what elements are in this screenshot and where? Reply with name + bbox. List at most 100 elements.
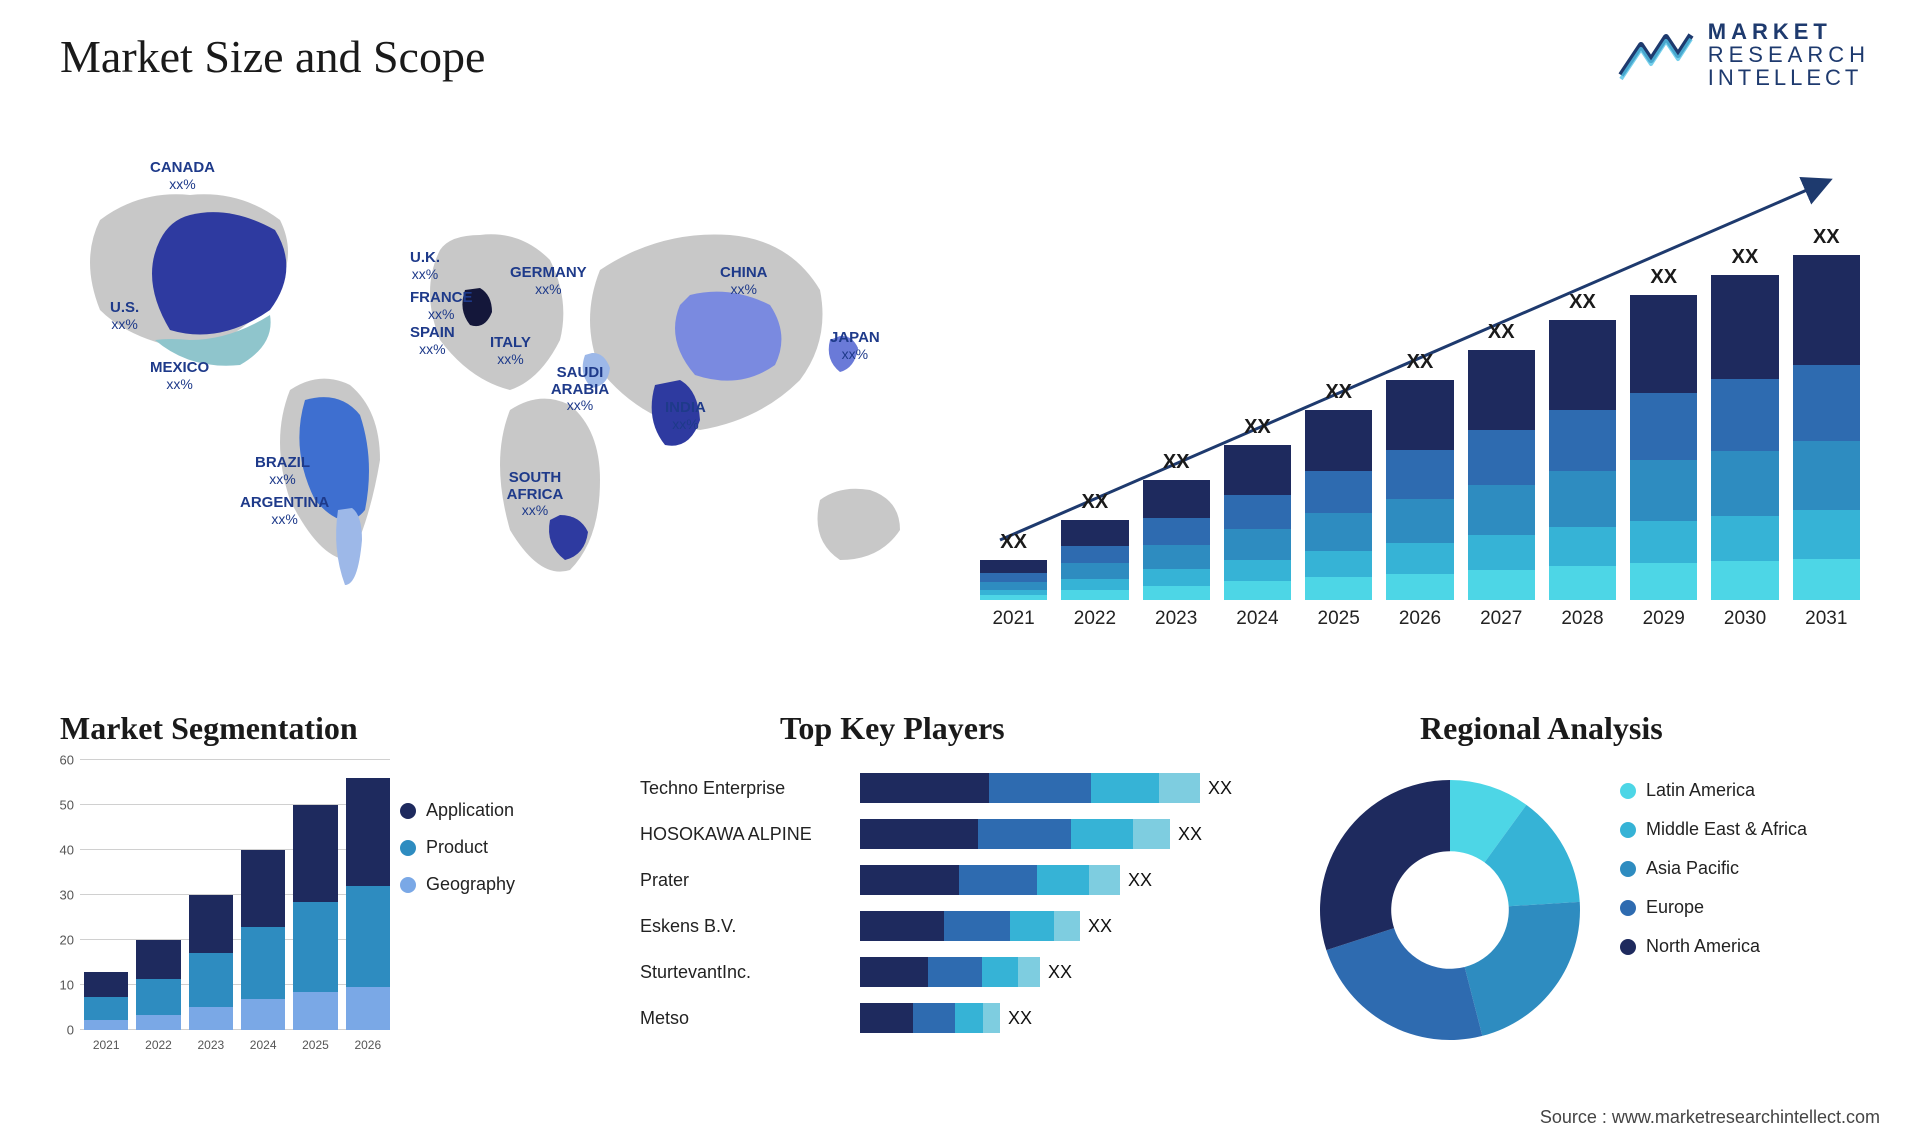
growth-year-label: 2028 [1549, 608, 1616, 630]
growth-year-label: 2029 [1630, 608, 1697, 630]
growth-chart: XX XX XX XX XX XX XX XX XX XX XX 2021 2022 2023 2024 2… [980, 160, 1860, 630]
seg-legend-item: Application [400, 800, 515, 821]
growth-bar-2022: XX [1061, 491, 1128, 600]
map-label-china: CHINAxx% [720, 265, 768, 297]
growth-bar-2026: XX [1386, 351, 1453, 600]
regional-title: Regional Analysis [1420, 710, 1663, 747]
seg-bar-2024 [241, 850, 285, 1030]
growth-value-label: XX [1082, 491, 1109, 514]
source-text: Source : www.marketresearchintellect.com [1540, 1107, 1880, 1128]
growth-bar-2027: XX [1468, 321, 1535, 600]
map-label-germany: GERMANYxx% [510, 265, 587, 297]
map-label-mexico: MEXICOxx% [150, 360, 209, 392]
donut-icon [1310, 770, 1590, 1050]
world-map: CANADAxx% U.S.xx% MEXICOxx% BRAZILxx% ARGENT… [40, 140, 940, 640]
logo: MARKET RESEARCH INTELLECT [1616, 20, 1870, 89]
seg-ytick: 30 [50, 888, 74, 903]
growth-value-label: XX [1650, 266, 1677, 289]
keyplayer-value: XX [1128, 870, 1152, 891]
seg-ytick: 0 [50, 1023, 74, 1038]
seg-bar-2025 [293, 805, 337, 1030]
seg-ytick: 40 [50, 843, 74, 858]
growth-value-label: XX [1244, 416, 1271, 439]
keyplayer-name: Prater [640, 870, 860, 891]
growth-value-label: XX [1407, 351, 1434, 374]
map-label-spain: SPAINxx% [410, 325, 455, 357]
keyplayer-name: SturtevantInc. [640, 962, 860, 983]
growth-value-label: XX [1163, 451, 1190, 474]
seg-ytick: 20 [50, 933, 74, 948]
growth-bar-2030: XX [1711, 246, 1778, 600]
seg-ytick: 10 [50, 978, 74, 993]
logo-line-3: INTELLECT [1708, 66, 1870, 89]
keyplayer-name: HOSOKAWA ALPINE [640, 824, 860, 845]
growth-bar-2029: XX [1630, 266, 1697, 600]
keyplayer-value: XX [1208, 778, 1232, 799]
segmentation-legend: Application Product Geography [400, 800, 515, 895]
growth-year-label: 2031 [1793, 608, 1860, 630]
keyplayer-name: Techno Enterprise [640, 778, 860, 799]
map-label-u-k-: U.K.xx% [410, 250, 440, 282]
growth-year-label: 2030 [1711, 608, 1778, 630]
seg-year-label: 2024 [241, 1038, 285, 1052]
logo-line-1: MARKET [1708, 20, 1870, 43]
map-label-south-africa: SOUTH AFRICAxx% [495, 470, 575, 518]
segmentation-title: Market Segmentation [60, 710, 358, 747]
keyplayer-row: HOSOKAWA ALPINE XX [640, 816, 1260, 852]
growth-year-label: 2024 [1224, 608, 1291, 630]
seg-ytick: 50 [50, 798, 74, 813]
keyplayer-name: Metso [640, 1008, 860, 1029]
growth-bar-2021: XX [980, 531, 1047, 600]
keyplayers-chart: Techno EnterpriseXXHOSOKAWA ALPINEXXPrat… [640, 770, 1260, 1046]
growth-year-label: 2026 [1386, 608, 1453, 630]
growth-bar-2023: XX [1143, 451, 1210, 600]
regional-legend-item: Asia Pacific [1620, 858, 1807, 879]
growth-bar-2024: XX [1224, 416, 1291, 600]
map-label-argentina: ARGENTINAxx% [240, 495, 329, 527]
seg-legend-item: Geography [400, 874, 515, 895]
keyplayer-row: Metso XX [640, 1000, 1260, 1036]
regional-legend-item: North America [1620, 936, 1807, 957]
logo-swoosh-icon [1616, 25, 1696, 85]
growth-bar-2025: XX [1305, 381, 1372, 600]
seg-legend-item: Product [400, 837, 515, 858]
seg-ytick: 60 [50, 753, 74, 768]
map-label-u-s-: U.S.xx% [110, 300, 139, 332]
keyplayer-value: XX [1008, 1008, 1032, 1029]
page-title: Market Size and Scope [60, 30, 485, 83]
growth-value-label: XX [1325, 381, 1352, 404]
keyplayer-row: Techno Enterprise XX [640, 770, 1260, 806]
regional-legend-item: Europe [1620, 897, 1807, 918]
seg-bar-2023 [189, 895, 233, 1030]
growth-year-label: 2025 [1305, 608, 1372, 630]
keyplayer-row: Prater XX [640, 862, 1260, 898]
growth-year-label: 2022 [1061, 608, 1128, 630]
map-label-france: FRANCExx% [410, 290, 473, 322]
growth-year-label: 2023 [1143, 608, 1210, 630]
keyplayer-value: XX [1178, 824, 1202, 845]
growth-value-label: XX [1813, 226, 1840, 249]
growth-year-label: 2027 [1468, 608, 1535, 630]
seg-year-label: 2026 [346, 1038, 390, 1052]
keyplayer-row: SturtevantInc. XX [640, 954, 1260, 990]
seg-bar-2026 [346, 778, 390, 1030]
seg-bar-2021 [84, 972, 128, 1030]
map-label-brazil: BRAZILxx% [255, 455, 310, 487]
growth-year-label: 2021 [980, 608, 1047, 630]
keyplayer-value: XX [1048, 962, 1072, 983]
growth-value-label: XX [1488, 321, 1515, 344]
seg-year-label: 2025 [293, 1038, 337, 1052]
regional-legend-item: Latin America [1620, 780, 1807, 801]
seg-year-label: 2023 [189, 1038, 233, 1052]
keyplayers-title: Top Key Players [780, 710, 1005, 747]
map-label-canada: CANADAxx% [150, 160, 215, 192]
growth-bar-2028: XX [1549, 291, 1616, 600]
seg-bar-2022 [136, 940, 180, 1030]
growth-value-label: XX [1569, 291, 1596, 314]
seg-year-label: 2021 [84, 1038, 128, 1052]
keyplayer-value: XX [1088, 916, 1112, 937]
keyplayer-row: Eskens B.V.XX [640, 908, 1260, 944]
growth-bar-2031: XX [1793, 226, 1860, 600]
seg-year-label: 2022 [136, 1038, 180, 1052]
growth-value-label: XX [1732, 246, 1759, 269]
